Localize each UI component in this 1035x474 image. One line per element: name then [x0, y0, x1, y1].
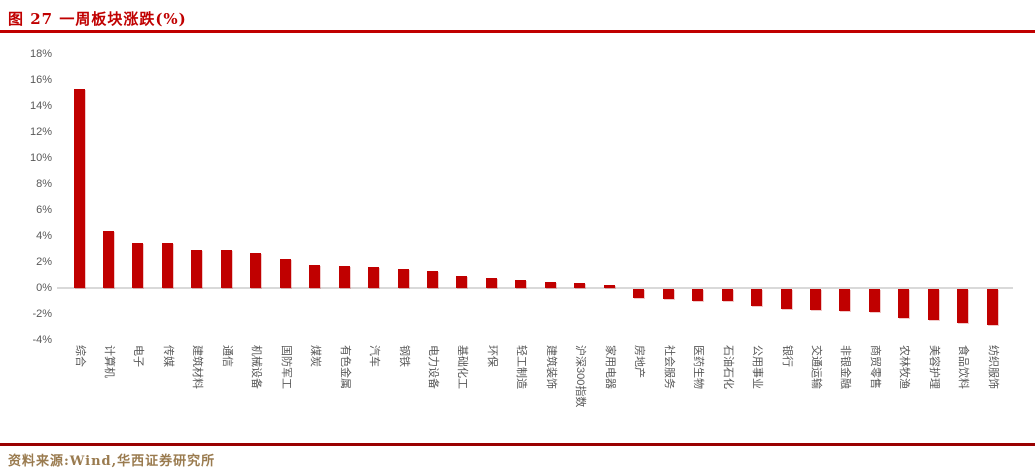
x-axis-label: 交通运输 [810, 345, 822, 389]
x-axis-label: 非银金融 [839, 345, 852, 389]
x-axis-label: 纺织服饰 [986, 345, 999, 389]
bar-钢铁 [397, 268, 409, 288]
x-axis-label: 国防军工 [279, 345, 292, 389]
x-axis-label: 机械设备 [250, 345, 263, 389]
y-axis-tick-label: 4% [36, 230, 52, 242]
y-axis-tick-label: -4% [32, 334, 52, 346]
bar-综合 [73, 89, 85, 288]
bar-房地产 [633, 289, 645, 299]
bar-医药生物 [692, 289, 704, 301]
x-axis-label: 环保 [485, 345, 498, 367]
y-axis-tick-label: 8% [36, 178, 52, 190]
bar-机械设备 [250, 252, 262, 288]
y-axis-tick-label: 18% [29, 48, 52, 60]
bar-美容护理 [927, 289, 939, 321]
bar-公用事业 [751, 289, 763, 306]
bar-石油石化 [721, 289, 733, 301]
x-axis-line [57, 287, 1013, 289]
x-axis-label: 煤炭 [309, 345, 322, 367]
bar-沪深300指数 [574, 282, 586, 288]
bar-轻工制造 [515, 280, 527, 288]
bar-电力设备 [427, 271, 439, 288]
bar-汽车 [368, 267, 380, 288]
y-axis-tick-label: 10% [29, 152, 52, 164]
x-axis-label: 建筑材料 [191, 345, 204, 389]
x-axis-label: 通信 [220, 345, 233, 367]
x-axis-label: 商贸零售 [868, 345, 881, 389]
bar-非银金融 [839, 289, 851, 312]
x-axis-label: 石油石化 [721, 345, 734, 389]
bar-基础化工 [456, 276, 468, 288]
bar-交通运输 [810, 289, 821, 310]
bar-家用电器 [603, 285, 615, 288]
x-axis-label: 医药生物 [692, 345, 705, 389]
x-axis-label: 传媒 [161, 345, 174, 367]
sector-weekly-change-bar-chart: 18% 16% 14% 12% 10% 8% 6% 4% 2% 0% -2% -4% 综合 计算机 电子 传媒… [0, 34, 1035, 434]
y-axis-tick-label: 6% [36, 204, 52, 216]
x-axis-label: 电力设备 [427, 345, 440, 389]
bar-传媒 [161, 242, 173, 288]
footer-rule [0, 443, 1035, 446]
y-axis-tick-label: 2% [36, 256, 52, 268]
x-axis-label: 建筑装饰 [544, 345, 557, 389]
x-axis-label: 电子 [132, 345, 145, 367]
y-axis-tick-label: 16% [29, 74, 52, 86]
y-axis-tick-label: 12% [29, 126, 52, 138]
x-axis-label: 银行 [780, 345, 793, 367]
bar-电子 [132, 242, 144, 288]
bar-建筑装饰 [544, 281, 556, 288]
x-axis-label: 美容护理 [927, 345, 940, 389]
x-axis-label: 公用事业 [751, 345, 764, 389]
y-axis-tick-label: -2% [32, 308, 52, 320]
bar-社会服务 [662, 289, 674, 300]
figure-title: 图 27 一周板块涨跌(%) [8, 10, 187, 28]
x-axis-label: 有色金属 [338, 345, 351, 389]
y-axis-tick-label: 14% [29, 100, 52, 112]
bar-通信 [220, 250, 232, 288]
bar-国防军工 [279, 259, 291, 288]
x-axis-label: 房地产 [633, 345, 646, 378]
title-underline-rule [0, 30, 1035, 33]
bar-建筑材料 [191, 250, 203, 288]
source-note: 资料来源:Wind,华西证券研究所 [8, 454, 216, 469]
bar-农林牧渔 [898, 289, 910, 318]
bar-食品饮料 [957, 289, 969, 323]
x-axis-label: 基础化工 [456, 345, 469, 389]
y-axis-tick-label: 0% [36, 282, 52, 294]
x-axis-label: 综合 [73, 345, 86, 367]
x-axis-label: 沪深300指数 [574, 345, 587, 408]
bar-煤炭 [309, 264, 321, 288]
x-axis-label: 家用电器 [603, 345, 616, 389]
bar-环保 [485, 277, 497, 288]
x-axis-label: 钢铁 [397, 345, 410, 367]
bar-有色金属 [338, 265, 350, 288]
x-axis-label: 社会服务 [662, 345, 675, 389]
bar-计算机 [102, 230, 114, 288]
bar-银行 [780, 289, 792, 309]
x-axis-label: 食品饮料 [957, 345, 970, 389]
x-axis-label: 轻工制造 [515, 345, 528, 389]
x-axis-label: 汽车 [368, 345, 381, 367]
bar-纺织服饰 [986, 289, 998, 326]
x-axis-label: 农林牧渔 [898, 345, 911, 389]
x-axis-label: 计算机 [102, 345, 115, 378]
bar-商贸零售 [868, 289, 880, 313]
